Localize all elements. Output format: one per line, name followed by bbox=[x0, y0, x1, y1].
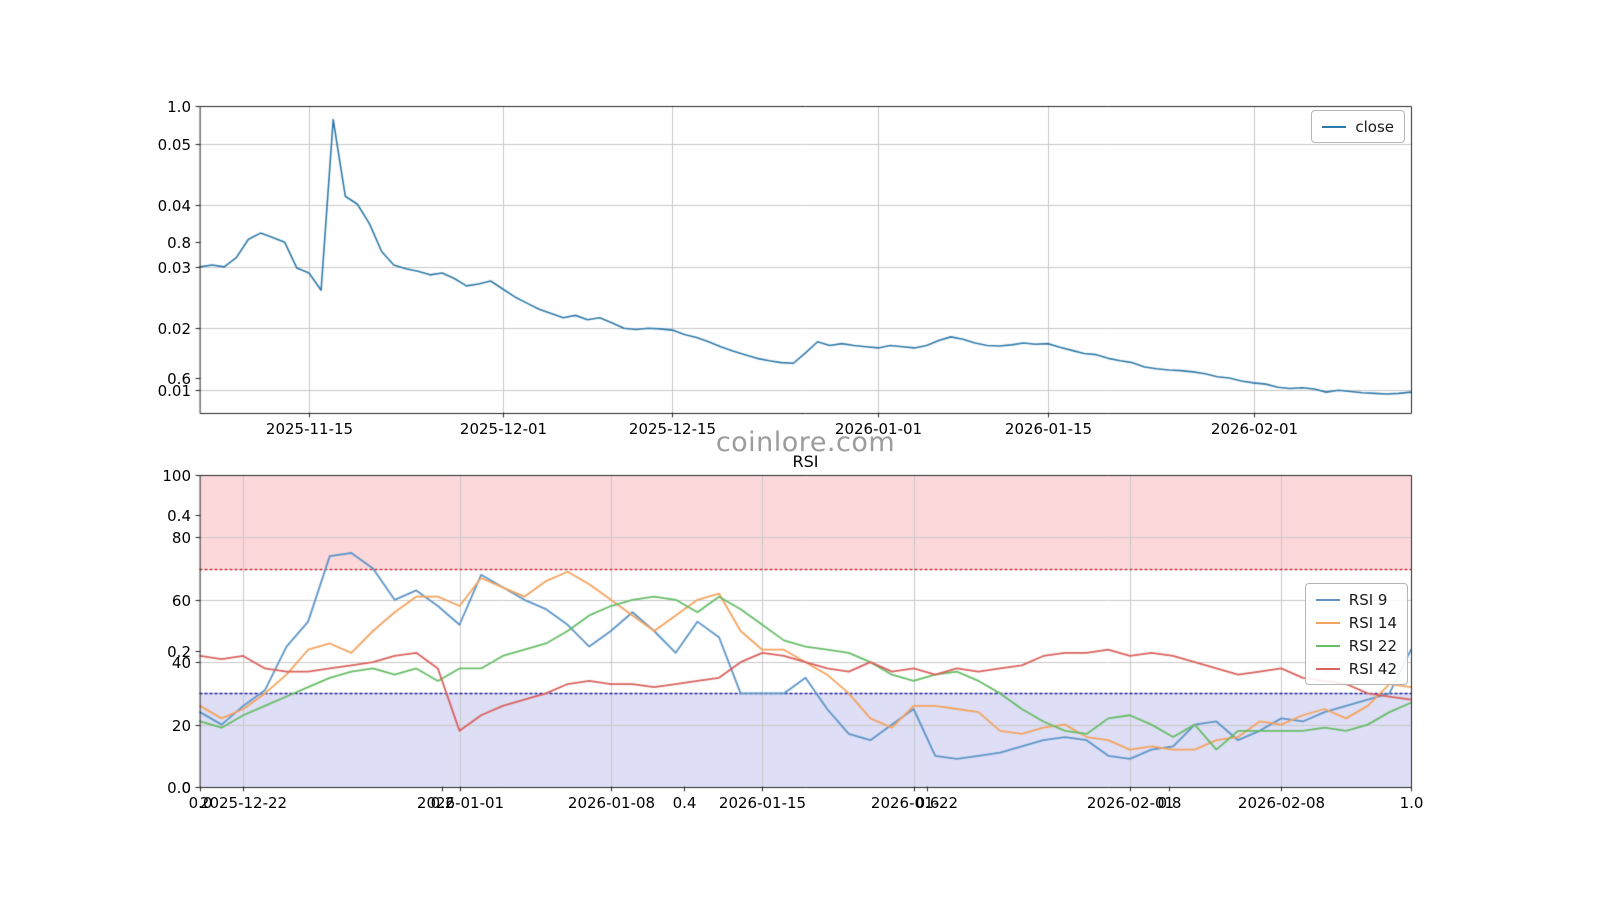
x-tick-label: 2026-01-01 bbox=[416, 794, 505, 812]
x-tick-label: 2026-01-15 bbox=[1004, 420, 1093, 438]
legend-close-entry: close bbox=[1322, 115, 1394, 138]
y-tick-label: 40 bbox=[171, 653, 191, 672]
fraction-x-tick-label: 1.0 bbox=[1399, 794, 1424, 812]
x-tick-label: 2026-01-01 bbox=[834, 420, 923, 438]
y-tick-label: 0.01 bbox=[157, 381, 191, 400]
y-tick-label: 0.05 bbox=[157, 135, 191, 154]
fraction-x-tick-label: 0.4 bbox=[672, 794, 697, 812]
fraction-y-tick-label: 0.4 bbox=[167, 506, 191, 525]
legend-rsi9-entry: RSI 9 bbox=[1315, 588, 1397, 611]
legend-rsi42-entry: RSI 42 bbox=[1315, 657, 1397, 680]
y-tick-label: 20 bbox=[171, 716, 191, 735]
fraction-x-tick-label: 0.0 bbox=[188, 794, 213, 812]
y-tick-label: 0.04 bbox=[157, 196, 191, 215]
y-tick-label: 100 bbox=[162, 466, 191, 485]
legend-close-label: close bbox=[1355, 117, 1394, 136]
x-tick-label: 2025-12-01 bbox=[459, 420, 548, 438]
rsi9-line-swatch bbox=[1315, 598, 1340, 601]
y-tick-label: 0.03 bbox=[157, 258, 191, 277]
rsi14-line-swatch bbox=[1315, 621, 1340, 624]
legend-rsi: RSI 9 RSI 14 RSI 22 RSI 42 bbox=[1304, 583, 1408, 685]
legend-rsi22-entry: RSI 22 bbox=[1315, 634, 1397, 657]
legend-close: close bbox=[1311, 110, 1405, 143]
rsi22-line-swatch bbox=[1315, 644, 1340, 647]
fraction-y-tick-label: 1.0 bbox=[167, 97, 191, 116]
x-tick-label: 2025-12-15 bbox=[628, 420, 717, 438]
fraction-y-tick-label: 0.2 bbox=[167, 642, 191, 661]
x-tick-label: 2026-01-22 bbox=[870, 794, 959, 812]
y-tick-label: 80 bbox=[171, 528, 191, 547]
x-tick-label: 2026-02-01 bbox=[1210, 420, 1299, 438]
rsi-subplot-title: RSI bbox=[792, 452, 819, 471]
close-line-swatch bbox=[1322, 125, 1347, 128]
x-tick-label: 2025-11-15 bbox=[265, 420, 354, 438]
legend-rsi14-label: RSI 14 bbox=[1348, 613, 1397, 632]
x-tick-label: 2026-02-08 bbox=[1237, 794, 1326, 812]
x-tick-label: 2025-12-22 bbox=[199, 794, 288, 812]
watermark: coinlore.com bbox=[715, 427, 896, 458]
x-tick-label: 2026-01-08 bbox=[567, 794, 656, 812]
legend-rsi14-entry: RSI 14 bbox=[1315, 611, 1397, 634]
legend-rsi22-label: RSI 22 bbox=[1348, 636, 1397, 655]
fraction-x-tick-label: 0.8 bbox=[1157, 794, 1182, 812]
x-tick-label: 2026-02-01 bbox=[1086, 794, 1175, 812]
fraction-x-tick-label: 0.6 bbox=[915, 794, 940, 812]
y-tick-label: 0.02 bbox=[157, 319, 191, 338]
y-tick-label: 60 bbox=[171, 591, 191, 610]
fraction-y-tick-label: 0.8 bbox=[167, 233, 191, 252]
legend-rsi42-label: RSI 42 bbox=[1348, 659, 1397, 678]
y-tick-label: 0 bbox=[181, 778, 191, 797]
fraction-y-tick-label: 0.0 bbox=[167, 778, 191, 797]
legend-rsi9-label: RSI 9 bbox=[1348, 590, 1388, 609]
rsi42-line-swatch bbox=[1315, 667, 1340, 670]
x-tick-label: 2026-01-15 bbox=[718, 794, 807, 812]
fraction-x-tick-label: 0.2 bbox=[430, 794, 455, 812]
fraction-y-tick-label: 0.6 bbox=[167, 369, 191, 388]
